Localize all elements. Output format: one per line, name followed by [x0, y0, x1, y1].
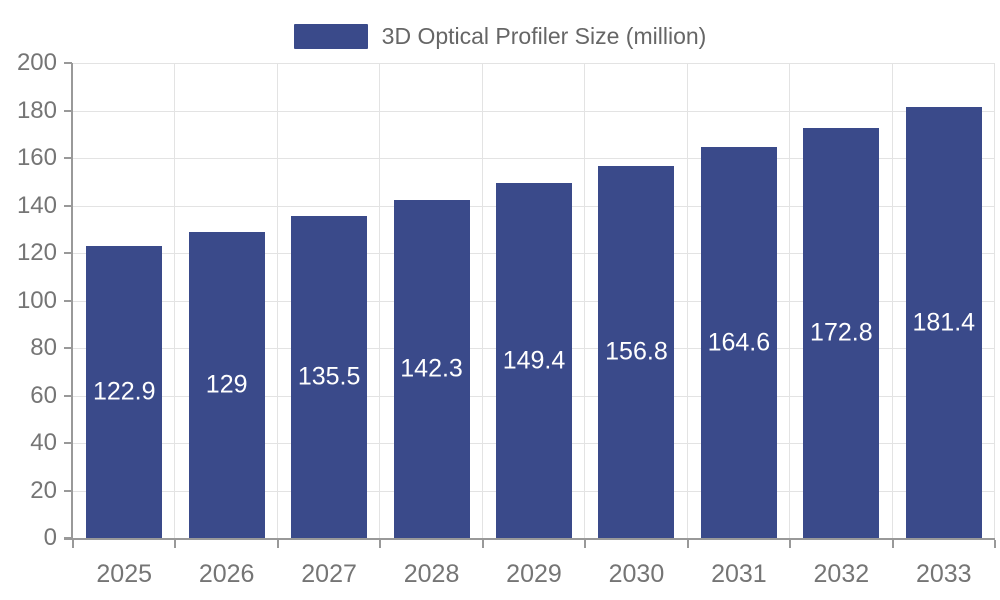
y-axis-label: 100	[16, 286, 57, 314]
bar-value-label: 172.8	[810, 318, 873, 347]
bar-value-label: 156.8	[605, 337, 668, 366]
gridline-vertical	[789, 63, 791, 538]
x-axis-tick	[686, 540, 689, 548]
gridline-vertical	[584, 63, 586, 538]
gridline-vertical	[174, 63, 176, 538]
bar-value-label: 181.4	[912, 308, 976, 337]
y-axis-tick	[64, 442, 72, 444]
legend-item[interactable]: 3D Optical Profiler Size (million)	[0, 22, 1000, 50]
bar-value-label: 129	[205, 370, 248, 399]
x-axis-label: 2028	[403, 560, 460, 588]
bar[interactable]: 135.5	[291, 216, 368, 538]
bar-value-label: 122.9	[92, 377, 156, 406]
y-axis-label: 160	[16, 144, 57, 171]
legend-label: 3D Optical Profiler Size (million)	[381, 23, 707, 49]
gridline-vertical	[481, 63, 483, 538]
x-axis-label: 2026	[198, 560, 255, 588]
bar-value-label: 149.4	[502, 346, 566, 375]
bar[interactable]: 181.4	[905, 107, 982, 538]
x-axis-tick	[994, 540, 996, 548]
gridline-vertical	[994, 63, 995, 538]
y-axis-tick	[64, 347, 72, 349]
x-axis-label: 2025	[96, 560, 153, 588]
y-axis-label: 180	[16, 96, 57, 124]
bar[interactable]: 156.8	[598, 165, 675, 538]
bar[interactable]: 142.3	[393, 200, 470, 538]
y-axis-tick	[64, 204, 72, 207]
y-axis-label: 120	[16, 239, 57, 266]
x-axis-tick	[276, 540, 279, 548]
y-axis-tick	[64, 394, 72, 397]
y-axis-line	[71, 63, 73, 540]
y-axis-tick	[64, 489, 72, 492]
x-axis-label: 2030	[608, 560, 665, 588]
gridline-horizontal	[73, 158, 995, 159]
gridline-vertical	[686, 63, 688, 538]
x-axis-label: 2029	[506, 560, 562, 588]
y-axis-label: 80	[30, 334, 57, 361]
bar[interactable]: 172.8	[803, 127, 880, 538]
bar[interactable]: 149.4	[496, 183, 572, 538]
x-axis-tick	[379, 540, 382, 548]
x-axis-tick	[174, 540, 177, 548]
y-axis-label: 0	[43, 524, 57, 551]
y-axis-label: 40	[30, 429, 57, 456]
x-axis-tick	[891, 540, 894, 548]
x-axis-tick	[789, 540, 792, 548]
x-axis-label: 2027	[301, 560, 357, 588]
y-axis-tick	[64, 157, 72, 159]
x-axis-label: 2032	[813, 560, 870, 588]
x-axis-line	[64, 538, 995, 540]
y-axis-tick	[64, 537, 72, 539]
bar[interactable]: 122.9	[86, 246, 163, 538]
x-axis-label: 2033	[915, 560, 972, 588]
gridline-vertical	[379, 63, 381, 538]
x-axis-tick	[481, 540, 484, 548]
y-axis-label: 20	[30, 476, 57, 504]
bar-value-label: 142.3	[400, 354, 463, 383]
bar[interactable]: 129	[188, 231, 265, 538]
bar-value-label: 164.6	[707, 328, 771, 357]
gridline-horizontal	[73, 63, 995, 64]
y-axis-tick	[64, 109, 72, 112]
y-axis-tick	[64, 62, 72, 64]
x-axis-tick	[72, 540, 74, 548]
bar-value-label: 135.5	[297, 362, 361, 391]
bar[interactable]: 164.6	[700, 147, 777, 538]
x-axis-label: 2031	[711, 560, 767, 588]
y-axis-tick	[64, 299, 72, 302]
y-axis-label: 60	[30, 381, 57, 409]
legend-swatch	[293, 23, 368, 49]
x-axis-tick	[584, 540, 587, 548]
gridline-horizontal	[73, 110, 995, 112]
gridline-vertical	[891, 63, 893, 538]
y-axis-tick	[64, 252, 72, 254]
gridline-vertical	[276, 63, 278, 538]
plot-area: 122.9 129 135.5 142.3 149.4 156.8 164.6 172.8 18…	[73, 63, 995, 538]
y-axis-label: 140	[16, 191, 57, 219]
y-axis-label: 200	[16, 49, 57, 76]
